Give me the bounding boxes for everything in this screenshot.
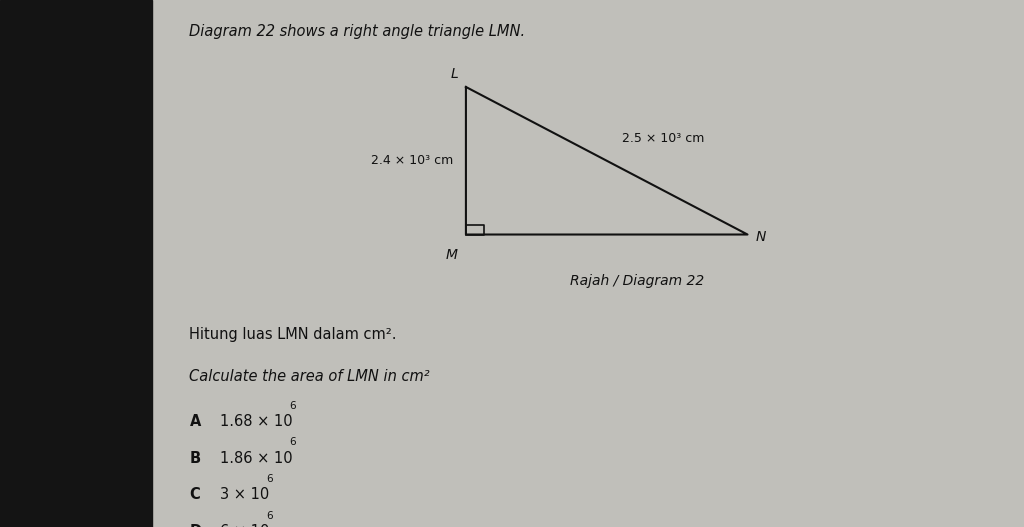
Text: 6: 6 [289,437,296,447]
Text: Diagram 22 shows a right angle triangle LMN.: Diagram 22 shows a right angle triangle … [189,24,525,38]
Bar [0,0,152,527]
Text: Calculate the area of LMN in cm²: Calculate the area of LMN in cm² [189,369,430,384]
Text: A: A [189,414,201,428]
Text: 2.5 × 10³ cm: 2.5 × 10³ cm [622,132,705,145]
Text: C: C [189,487,200,502]
Text: Rajah / Diagram 22: Rajah / Diagram 22 [570,274,705,288]
Text: 6: 6 [289,401,296,411]
Text: 1.68 × 10: 1.68 × 10 [220,414,293,428]
Text: B: B [189,451,201,465]
Text: 3 × 10: 3 × 10 [220,487,269,502]
Text: M: M [445,248,458,262]
Text: 6: 6 [266,511,272,521]
Text: D: D [189,524,202,527]
Text: 1.86 × 10: 1.86 × 10 [220,451,293,465]
Text: 2.4 × 10³ cm: 2.4 × 10³ cm [372,154,454,167]
Text: N: N [756,230,766,244]
Text: Hitung luas ​LMN​ dalam cm².: Hitung luas ​LMN​ dalam cm². [189,327,397,341]
Text: L: L [451,66,459,81]
Text: 6: 6 [266,474,272,484]
Text: 6 × 10: 6 × 10 [220,524,269,527]
